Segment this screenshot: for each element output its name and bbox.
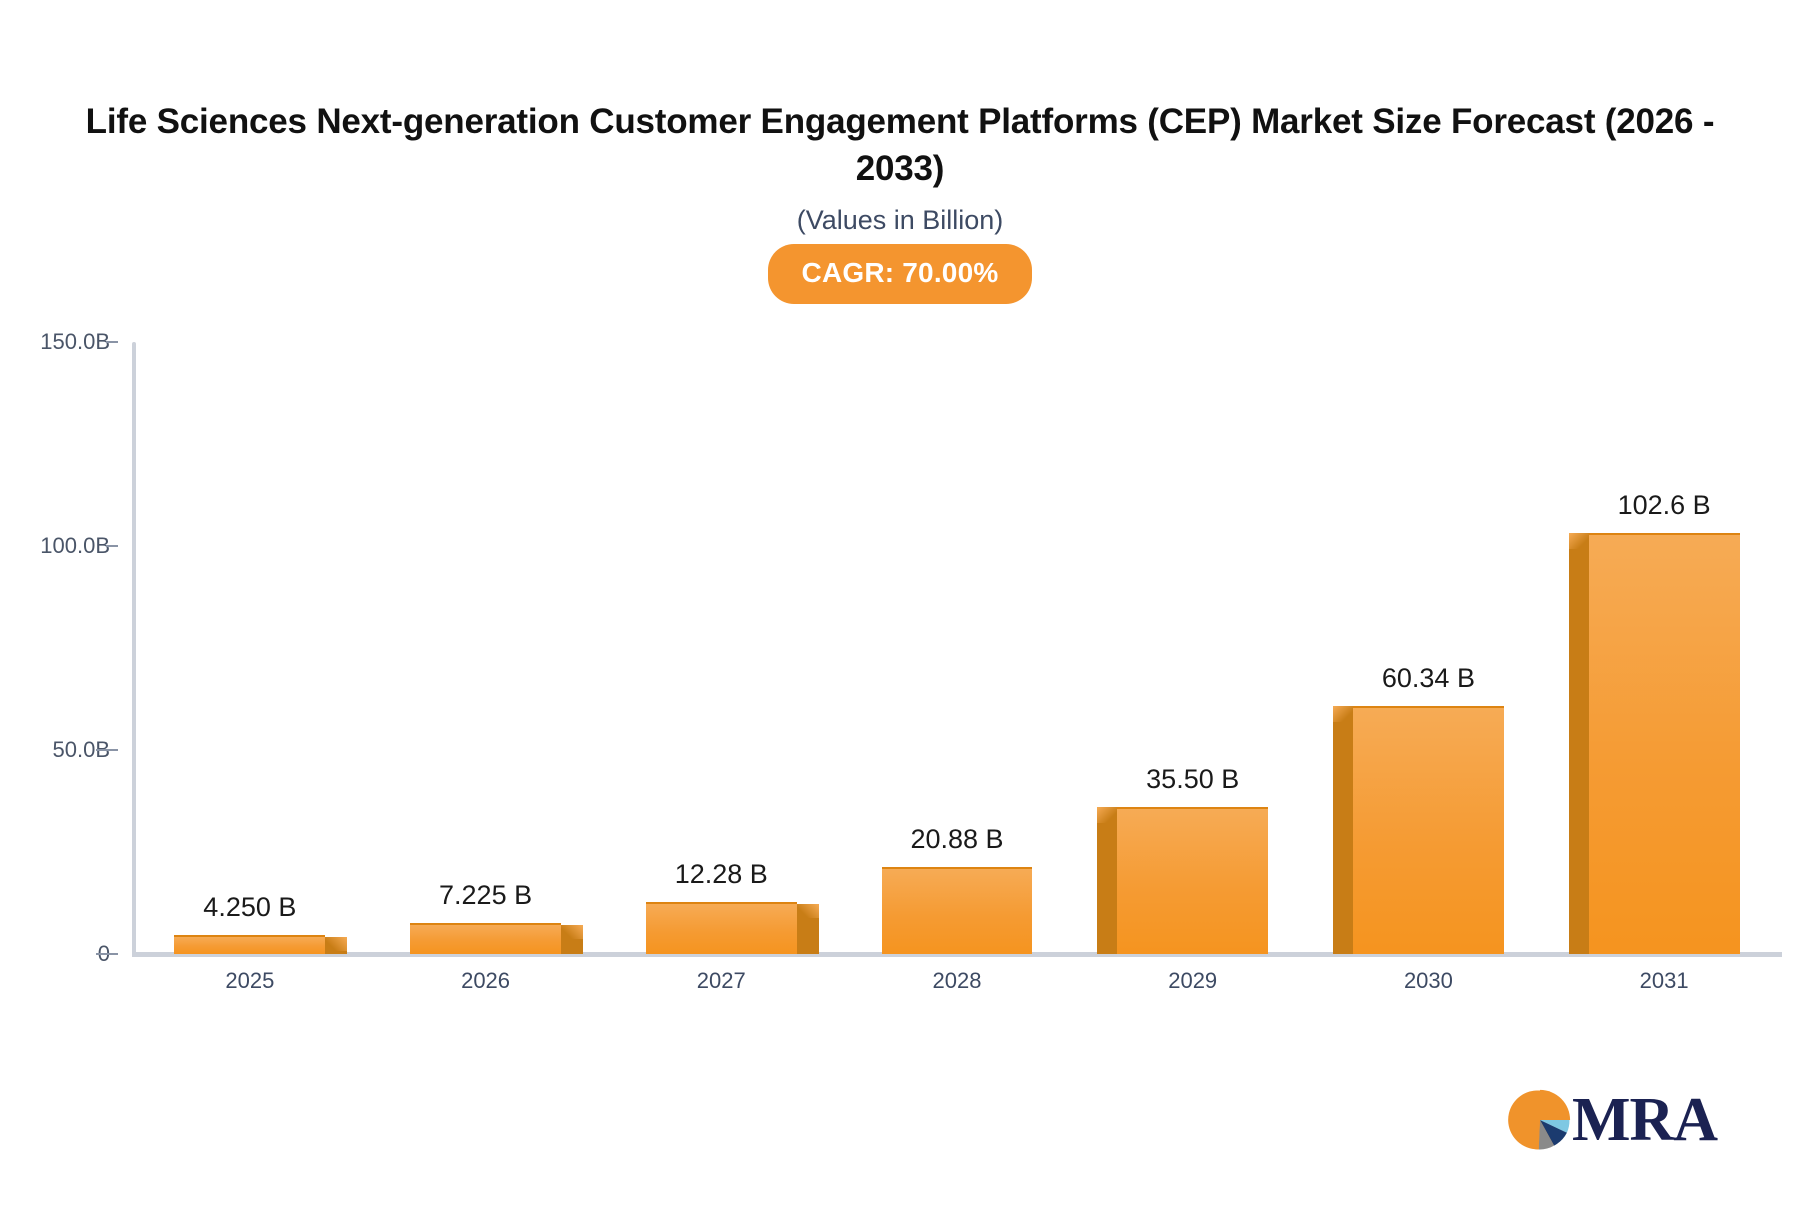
bar[interactable] — [1588, 533, 1740, 954]
x-axis-tick-label: 2030 — [1403, 968, 1453, 993]
x-axis-tick-label: 2027 — [696, 968, 746, 993]
bar[interactable] — [410, 922, 561, 954]
chart-title: Life Sciences Next-generation Customer E… — [85, 102, 1715, 189]
bar-value-label: 4.250 B — [203, 891, 297, 922]
bar[interactable] — [645, 901, 797, 954]
bar-3d-bevel — [1097, 807, 1118, 824]
bar-3d-bevel — [1333, 705, 1353, 722]
y-axis-tick-label: 0 — [97, 941, 110, 966]
bar-3d-bevel — [1568, 533, 1589, 550]
bar-group[interactable]: 20.88 B — [881, 342, 1033, 954]
bar-group[interactable]: 102.6 B — [1568, 342, 1740, 954]
bar-group[interactable]: 4.250 B — [174, 342, 348, 954]
bar-group[interactable]: 35.50 B — [1097, 342, 1269, 954]
bar-3d-side — [1568, 549, 1589, 954]
bar-group[interactable]: 60.34 B — [1333, 342, 1504, 954]
bar-value-label: 60.34 B — [1381, 662, 1475, 693]
x-axis-tick-label: 2025 — [225, 968, 275, 993]
chart-header: Life Sciences Next-generation Customer E… — [0, 98, 1800, 304]
y-axis-tick-mark — [106, 341, 118, 343]
y-axis-line — [132, 342, 136, 956]
bar[interactable] — [1353, 705, 1504, 954]
bar-3d-bevel — [325, 936, 348, 951]
x-axis-tick-label: 2031 — [1639, 968, 1689, 993]
bar-3d-bevel — [560, 924, 583, 939]
bar-value-label: 12.28 B — [674, 858, 768, 889]
bar-value-label: 102.6 B — [1617, 490, 1711, 521]
bar-series: 4.250 B 7.225 B 12.28 B 20.88 B 35.50 B 60.34… — [132, 342, 1782, 954]
y-axis-tick-mark — [106, 545, 118, 547]
brand-logo: MRA — [1508, 1086, 1718, 1154]
cagr-badge-wrapper: CAGR: 70.00% — [0, 243, 1800, 304]
pie-chart-icon — [1508, 1089, 1571, 1150]
bar[interactable] — [174, 934, 326, 954]
bar-value-label: 35.50 B — [1146, 764, 1240, 795]
y-axis-tick-mark — [96, 953, 118, 955]
bar-value-label: 7.225 B — [439, 879, 533, 910]
bar-group[interactable]: 12.28 B — [645, 342, 819, 954]
bar-group[interactable]: 7.225 B — [410, 342, 583, 954]
x-axis-tick-label: 2029 — [1168, 968, 1218, 993]
x-axis-tick-label: 2026 — [461, 968, 511, 993]
y-axis-tick-label: 150.0B — [40, 329, 110, 354]
bar-3d-side — [1097, 823, 1118, 954]
chart-subtitle: (Values in Billion) — [796, 204, 1004, 235]
bar[interactable] — [1117, 807, 1269, 954]
logo-wordmark: MRA — [1572, 1086, 1718, 1154]
y-axis-tick-label: 50.0B — [52, 737, 111, 762]
bar[interactable] — [881, 866, 1033, 954]
bar-value-label: 20.88 B — [910, 823, 1004, 854]
bar-3d-bevel — [796, 903, 819, 918]
bar-3d-side — [1333, 721, 1353, 954]
x-axis-line — [132, 952, 1782, 957]
cagr-badge: CAGR: 70.00% — [767, 243, 1033, 304]
y-axis-tick-label: 100.0B — [40, 533, 110, 558]
y-axis-tick-mark — [96, 749, 118, 751]
x-axis-tick-label: 2028 — [932, 968, 982, 993]
